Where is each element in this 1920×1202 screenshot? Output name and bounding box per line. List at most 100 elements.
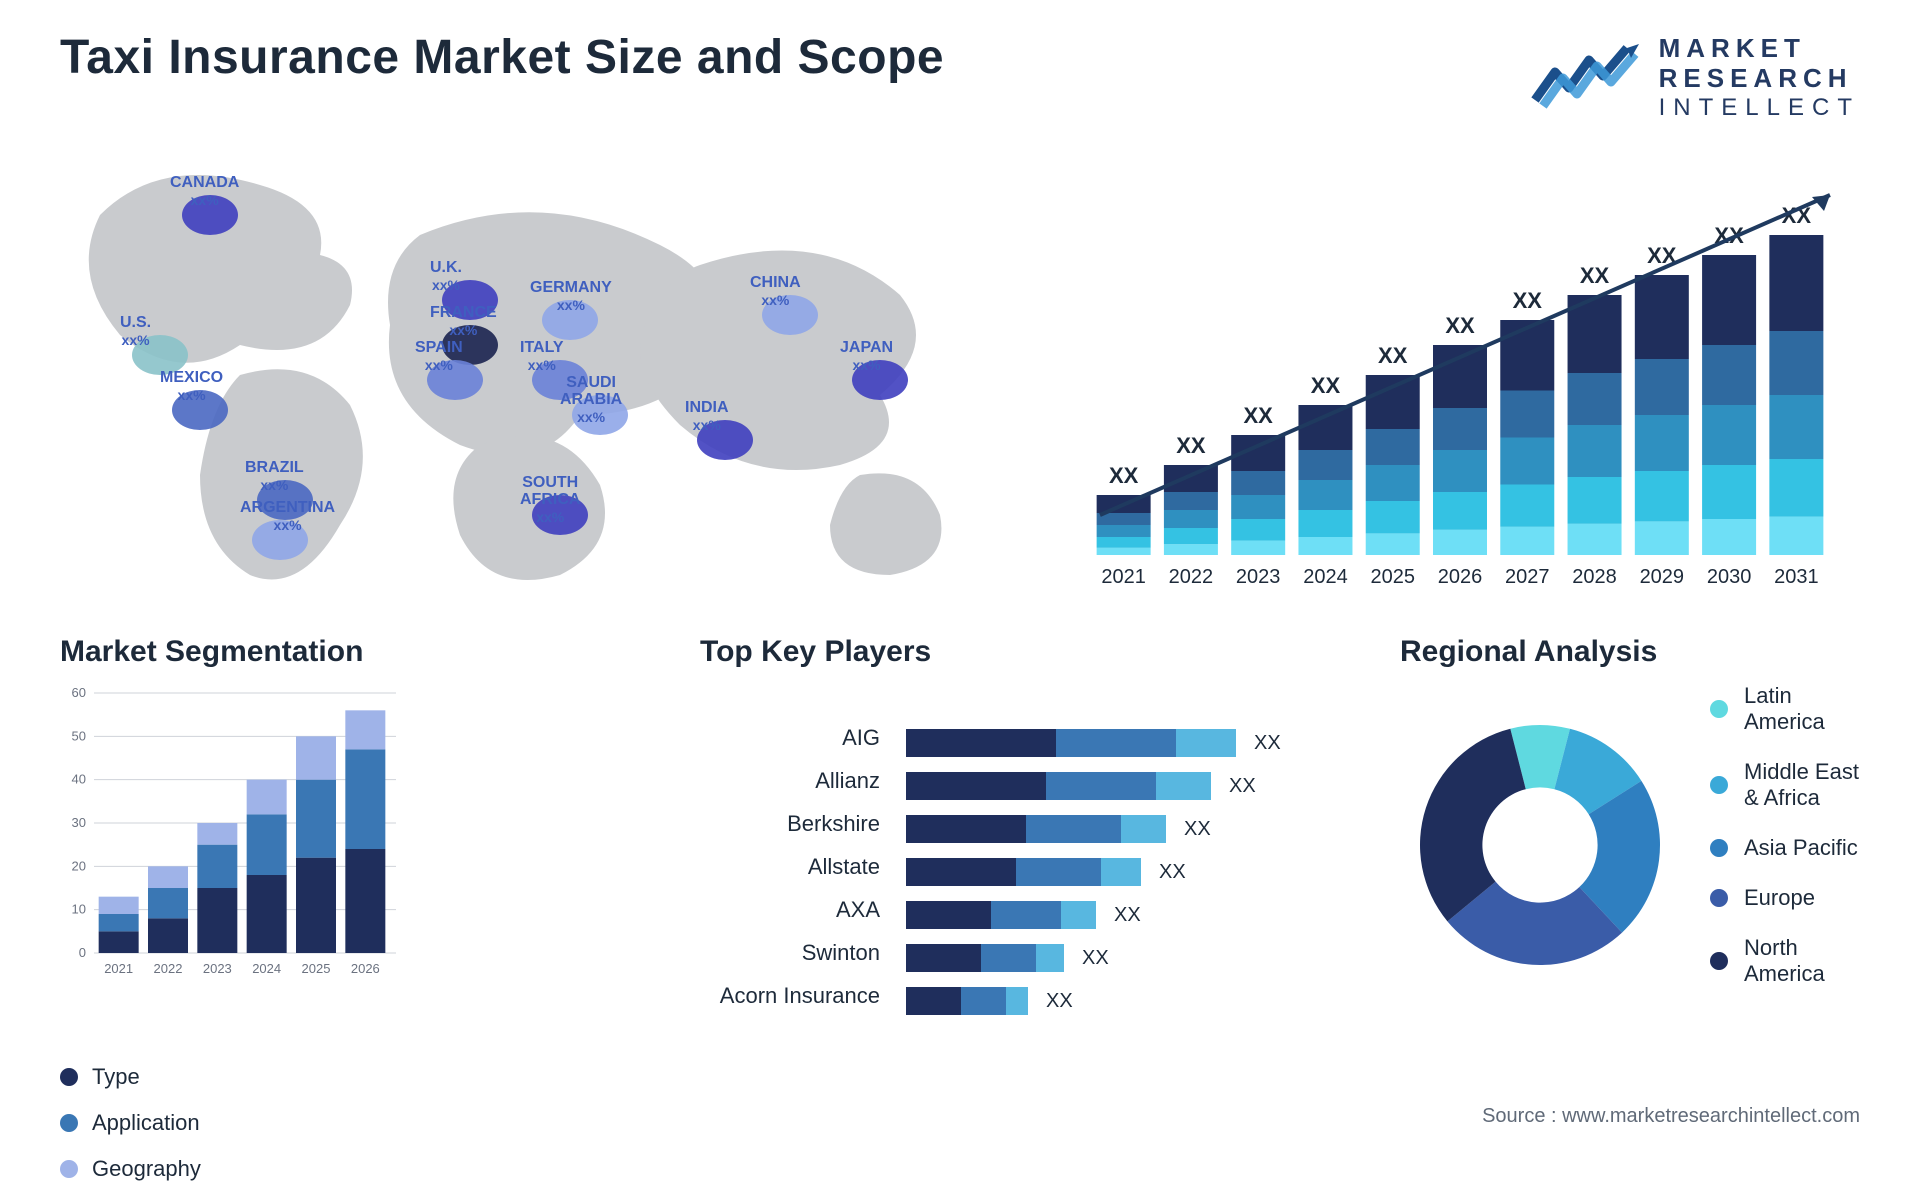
player-bar-row: XX [906, 899, 1350, 931]
legend-dot-icon [1710, 839, 1728, 857]
map-label: SOUTHAFRICAxx% [520, 475, 580, 524]
regional-legend-item: North America [1710, 935, 1860, 987]
regional-legend-item: Asia Pacific [1710, 835, 1860, 861]
svg-text:XX: XX [1176, 433, 1206, 458]
regional-donut [1400, 705, 1680, 990]
map-label: ARGENTINAxx% [240, 500, 335, 532]
brand-mark-icon [1531, 42, 1641, 114]
player-bar-row: XX [906, 727, 1350, 759]
players-title: Top Key Players [700, 635, 1350, 669]
legend-dot-icon [60, 1160, 78, 1178]
brand-line1: MARKET [1659, 34, 1860, 64]
player-bar-row: XX [906, 813, 1350, 845]
regional-legend: Latin America Middle East & Africa Asia Pa… [1710, 683, 1860, 1011]
segmentation-section: Market Segmentation 0 10 20 30 40 50 60 2021 202… [60, 635, 650, 1202]
legend-item: Type [60, 1064, 650, 1090]
player-name: Berkshire [700, 803, 880, 846]
legend-label: Application [92, 1110, 200, 1136]
map-label: SPAINxx% [415, 340, 463, 372]
svg-text:2022: 2022 [154, 961, 183, 976]
player-bar-row: XX [906, 856, 1350, 888]
svg-text:2021: 2021 [104, 961, 133, 976]
svg-text:2027: 2027 [1505, 566, 1550, 588]
world-map: CANADAxx% U.S.xx% MEXICOxx% BRAZILxx% ARGENT… [60, 145, 1020, 605]
legend-dot-icon [1710, 700, 1728, 718]
regional-legend-label: Middle East & Africa [1744, 759, 1860, 811]
player-bar-row: XX [906, 985, 1350, 1017]
player-value: XX [1229, 775, 1256, 798]
legend-dot-icon [1710, 952, 1728, 970]
map-label: INDIAxx% [685, 400, 729, 432]
page-title: Taxi Insurance Market Size and Scope [60, 30, 944, 85]
player-value: XX [1159, 861, 1186, 884]
brand-line2: RESEARCH [1659, 64, 1860, 94]
svg-text:XX: XX [1513, 288, 1543, 313]
player-bar-row: XX [906, 942, 1350, 974]
svg-text:2021: 2021 [1101, 566, 1146, 588]
svg-text:XX: XX [1580, 263, 1610, 288]
svg-text:40: 40 [72, 772, 86, 787]
source-label: Source : www.marketresearchintellect.com [1482, 1105, 1860, 1128]
svg-text:2026: 2026 [1438, 566, 1483, 588]
player-value: XX [1114, 904, 1141, 927]
map-label: GERMANYxx% [530, 280, 612, 312]
player-bar-row: XX [906, 770, 1350, 802]
regional-title: Regional Analysis [1400, 635, 1860, 669]
legend-item: Application [60, 1110, 650, 1136]
svg-text:0: 0 [79, 945, 86, 960]
map-label: MEXICOxx% [160, 370, 223, 402]
player-bars: XX XX XX XX XX XX XX [906, 683, 1350, 1028]
segmentation-title: Market Segmentation [60, 635, 650, 669]
segmentation-legend: Type Application Geography [60, 1018, 650, 1202]
svg-text:2029: 2029 [1640, 566, 1685, 588]
svg-text:XX: XX [1244, 403, 1274, 428]
svg-text:50: 50 [72, 729, 86, 744]
regional-legend-label: Europe [1744, 885, 1815, 911]
svg-text:2030: 2030 [1707, 566, 1752, 588]
player-names: AIGAllianzBerkshireAllstateAXASwintonAco… [700, 683, 880, 1028]
map-label: BRAZILxx% [245, 460, 304, 492]
regional-legend-item: Middle East & Africa [1710, 759, 1860, 811]
growth-chart: XX2021XX2022XX2023XX2024XX2025XX2026XX20… [1060, 145, 1860, 605]
regional-legend-label: Asia Pacific [1744, 835, 1858, 861]
svg-text:20: 20 [72, 859, 86, 874]
svg-text:2028: 2028 [1572, 566, 1617, 588]
legend-label: Geography [92, 1156, 201, 1182]
svg-text:10: 10 [72, 902, 86, 917]
legend-item: Geography [60, 1156, 650, 1182]
svg-text:2023: 2023 [203, 961, 232, 976]
player-name: AXA [700, 889, 880, 932]
players-section: Top Key Players AIGAllianzBerkshireAllst… [700, 635, 1350, 1202]
map-label: CHINAxx% [750, 275, 801, 307]
player-name: Acorn Insurance [700, 975, 880, 1018]
regional-legend-item: Europe [1710, 885, 1860, 911]
map-label: CANADAxx% [170, 175, 239, 207]
legend-label: Type [92, 1064, 140, 1090]
map-label: FRANCExx% [430, 305, 497, 337]
svg-text:60: 60 [72, 685, 86, 700]
svg-text:XX: XX [1445, 313, 1475, 338]
player-name: Swinton [700, 932, 880, 975]
player-name: Allstate [700, 846, 880, 889]
map-label: ITALYxx% [520, 340, 564, 372]
svg-text:2026: 2026 [351, 961, 380, 976]
svg-text:2022: 2022 [1169, 566, 1214, 588]
regional-legend-label: North America [1744, 935, 1860, 987]
player-value: XX [1046, 990, 1073, 1013]
svg-text:XX: XX [1109, 463, 1139, 488]
player-name: AIG [700, 717, 880, 760]
svg-text:2024: 2024 [252, 961, 281, 976]
legend-dot-icon [60, 1068, 78, 1086]
regional-legend-item: Latin America [1710, 683, 1860, 735]
svg-text:30: 30 [72, 815, 86, 830]
map-label: U.S.xx% [120, 315, 151, 347]
map-label: SAUDIARABIAxx% [560, 375, 622, 424]
svg-text:2025: 2025 [1370, 566, 1415, 588]
map-label: U.K.xx% [430, 260, 462, 292]
regional-legend-label: Latin America [1744, 683, 1860, 735]
player-value: XX [1254, 732, 1281, 755]
svg-text:2023: 2023 [1236, 566, 1281, 588]
legend-dot-icon [60, 1114, 78, 1132]
legend-dot-icon [1710, 889, 1728, 907]
legend-dot-icon [1710, 776, 1728, 794]
